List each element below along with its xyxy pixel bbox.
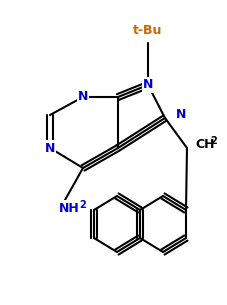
Text: 2: 2 [210, 136, 217, 146]
Text: N: N [143, 78, 153, 92]
Text: NH: NH [59, 202, 79, 214]
Text: 2: 2 [80, 200, 86, 210]
Text: N: N [78, 91, 88, 103]
Text: CH: CH [195, 138, 215, 150]
Text: N: N [45, 142, 55, 155]
Text: N: N [176, 107, 186, 120]
Text: t-Bu: t-Bu [133, 24, 163, 38]
